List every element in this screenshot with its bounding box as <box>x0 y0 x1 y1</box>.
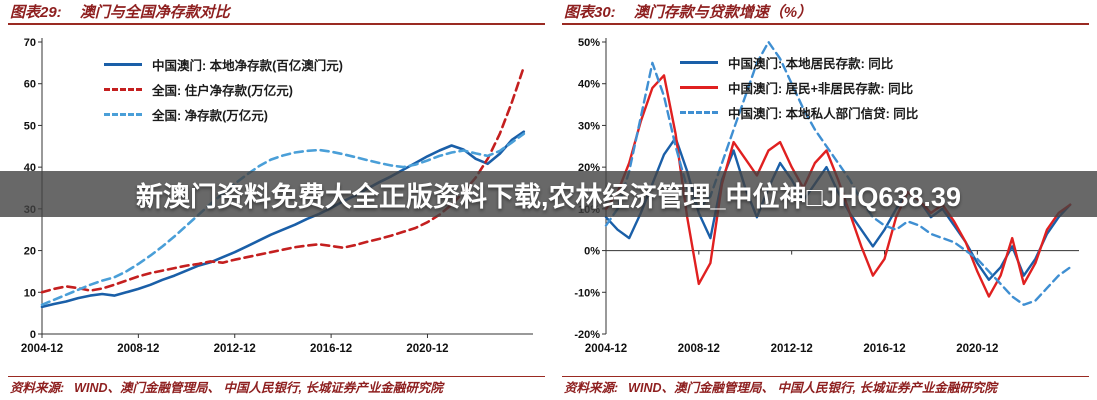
x-tick-label: 2020-12 <box>956 343 998 355</box>
x-tick-label: 2004-12 <box>585 343 627 355</box>
chart29-header: 图表29: 澳门与全国净存款对比 <box>8 0 545 25</box>
legend-label: 中国澳门: 本地净存款(百亿澳门元) <box>152 59 343 73</box>
y-tick-label: 40% <box>578 79 600 91</box>
legend-line-sample <box>680 86 718 89</box>
y-tick-label: 0% <box>584 246 600 258</box>
legend-item-2: 全国: 净存款(万亿元) <box>104 102 343 127</box>
y-tick-label: 70 <box>24 37 36 49</box>
source-label: 资料来源: <box>564 380 619 395</box>
chart29-legend: 中国澳门: 本地净存款(百亿澳门元) 全国: 住户净存款(万亿元) 全国: 净存款(… <box>104 52 343 127</box>
x-tick-label: 2016-12 <box>310 343 352 355</box>
series-line-2 <box>40 132 526 307</box>
y-tick-label: 50 <box>24 120 36 132</box>
y-tick-label: -10% <box>574 287 600 299</box>
chart29-number: 图表29: <box>10 4 62 21</box>
legend-label: 全国: 净存款(万亿元) <box>152 109 268 123</box>
chart29-source: 资料来源: WIND、澳门金融管理局、 中国人民银行, 长城证券产业金融研究院 <box>8 375 545 400</box>
x-tick-label: 2012-12 <box>771 343 813 355</box>
chart30-source: 资料来源: WIND、澳门金融管理局、 中国人民银行, 长城证券产业金融研究院 <box>562 375 1089 400</box>
legend-label: 中国澳门: 本地私人部门信贷: 同比 <box>728 107 919 121</box>
watermark-text: 新澳门资料免费大全正版资料下载,农林经济管理_中位神□JHQ638.39 <box>136 181 961 212</box>
chart30-legend: 中国澳门: 本地居民存款: 同比中国澳门: 居民+非居民存款: 同比 中国澳门: … <box>680 50 918 125</box>
x-tick-label: 2020-12 <box>406 343 448 355</box>
x-tick-label: 2016-12 <box>863 343 905 355</box>
legend-line-sample <box>680 61 718 64</box>
y-tick-label: 30% <box>578 120 600 132</box>
x-tick-label: 2004-12 <box>21 343 63 355</box>
y-tick-label: 50% <box>578 37 600 49</box>
chart30-panel: 图表30: 澳门存款与贷款增速（%） -20%-10%0%10%20%30%40… <box>562 0 1089 400</box>
y-tick-label: -20% <box>574 329 600 341</box>
legend-item-1: 中国澳门: 居民+非居民存款: 同比 <box>680 75 918 100</box>
legend-line-sample <box>104 113 142 116</box>
chart30-number: 图表30: <box>564 4 616 21</box>
y-tick-label: 0 <box>30 329 36 341</box>
legend-item-2: 中国澳门: 本地私人部门信贷: 同比 <box>680 100 918 125</box>
series-line-0 <box>40 130 526 309</box>
legend-label: 中国澳门: 本地居民存款: 同比 <box>728 57 894 71</box>
watermark-banner: 新澳门资料免费大全正版资料下载,农林经济管理_中位神□JHQ638.39 <box>0 171 1097 217</box>
legend-label: 中国澳门: 居民+非居民存款: 同比 <box>728 82 914 96</box>
x-tick-label: 2012-12 <box>214 343 256 355</box>
y-tick-label: 60 <box>24 79 36 91</box>
source-text: WIND、澳门金融管理局、 中国人民银行, 长城证券产业金融研究院 <box>74 380 443 395</box>
x-tick-label: 2008-12 <box>117 343 159 355</box>
legend-label: 全国: 住户净存款(万亿元) <box>152 84 293 98</box>
legend-item-1: 全国: 住户净存款(万亿元) <box>104 77 343 102</box>
legend-item-0: 中国澳门: 本地居民存款: 同比 <box>680 50 918 75</box>
legend-line-sample <box>104 63 142 66</box>
legend-line-sample <box>104 88 142 91</box>
chart29-title: 澳门与全国净存款对比 <box>79 4 230 21</box>
chart30-header: 图表30: 澳门存款与贷款增速（%） <box>562 0 1089 25</box>
x-tick-label: 2008-12 <box>678 343 720 355</box>
legend-item-0: 中国澳门: 本地净存款(百亿澳门元) <box>104 52 343 77</box>
y-tick-label: 10 <box>24 287 36 299</box>
source-text: WIND、澳门金融管理局、 中国人民银行, 长城证券产业金融研究院 <box>628 380 997 395</box>
y-tick-label: 20 <box>24 246 36 258</box>
legend-line-sample <box>680 111 718 114</box>
chart30-title: 澳门存款与贷款增速（%） <box>633 4 813 21</box>
source-label: 资料来源: <box>10 380 65 395</box>
